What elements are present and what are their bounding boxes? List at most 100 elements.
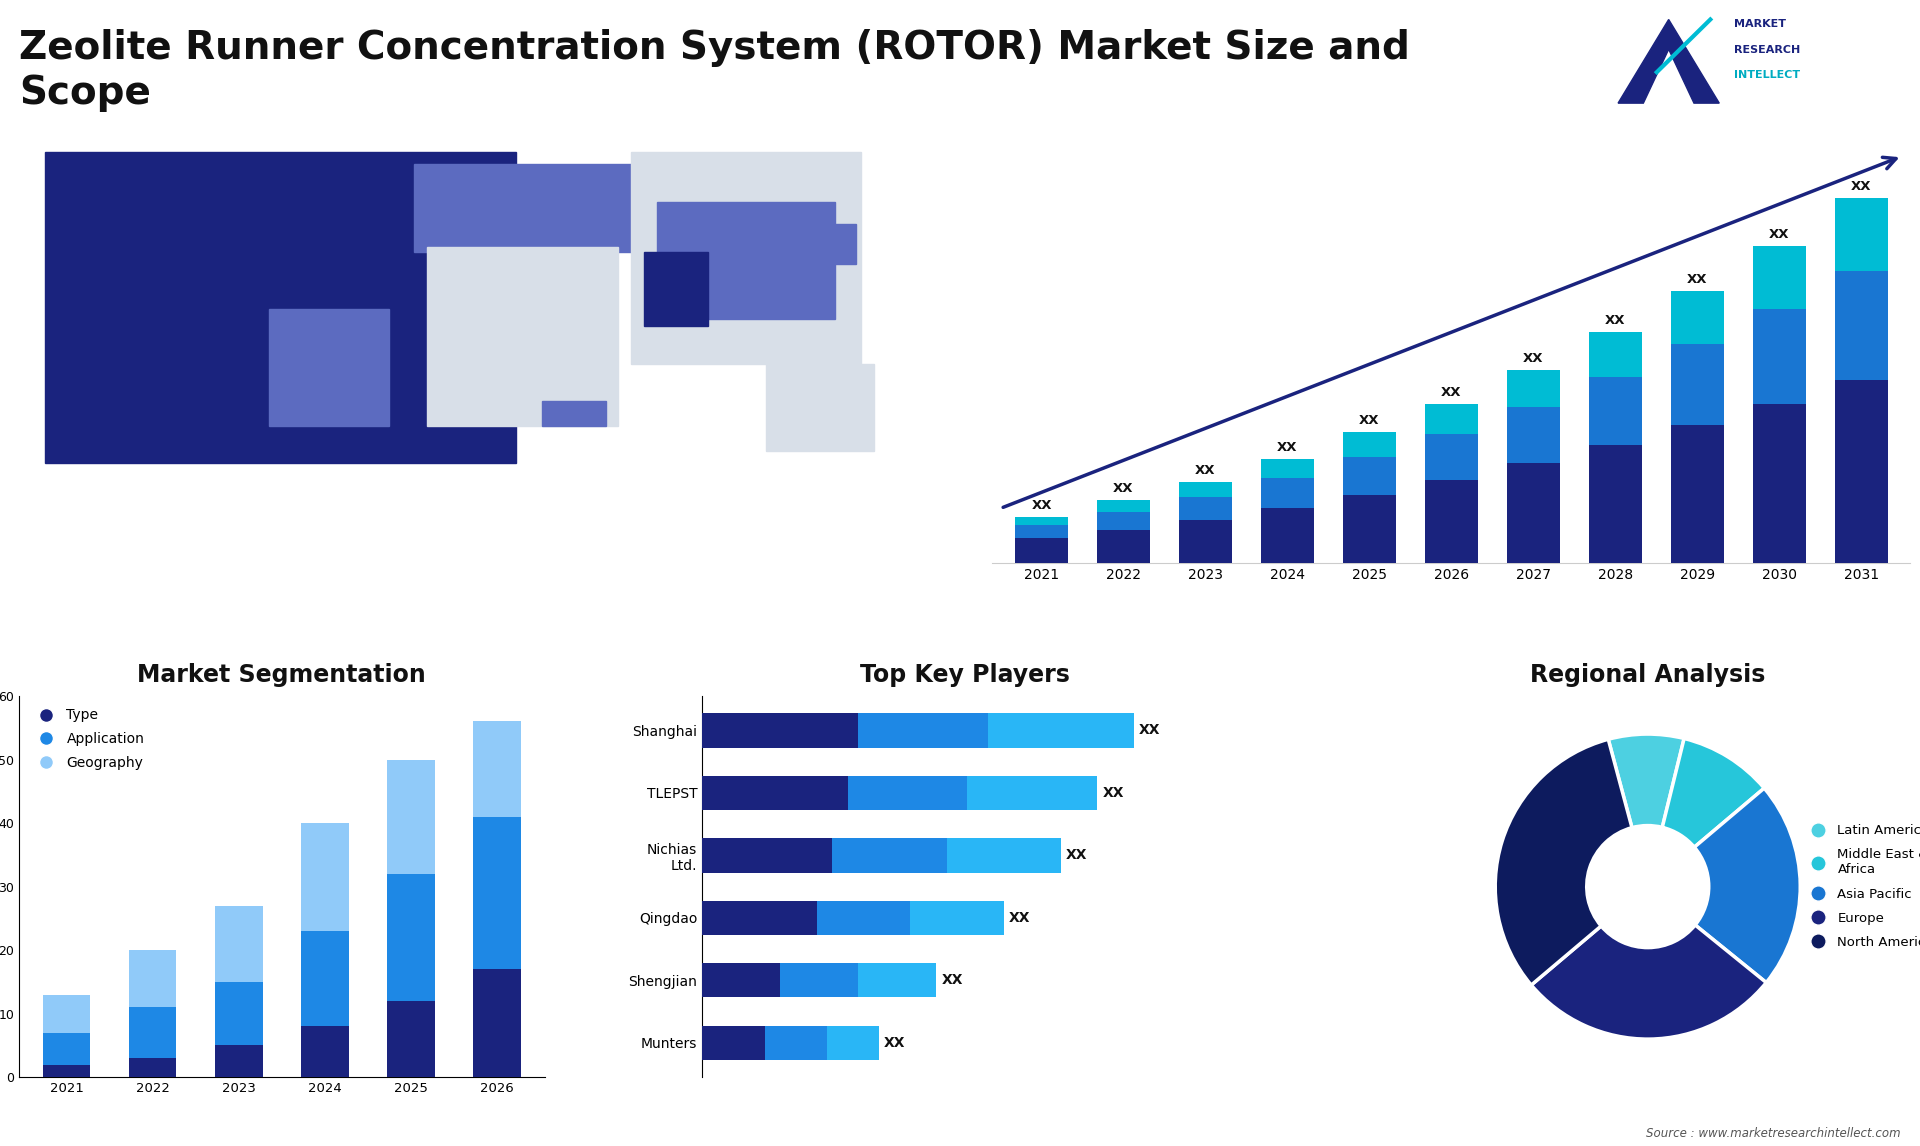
Text: XX: XX bbox=[1196, 464, 1215, 477]
Bar bbox=[1342, 432, 1396, 457]
Bar bbox=[215, 905, 263, 982]
Text: XX: XX bbox=[1277, 440, 1298, 454]
Bar bbox=[703, 776, 849, 810]
Bar bbox=[947, 838, 1062, 872]
Text: XX: XX bbox=[1139, 723, 1160, 738]
Bar bbox=[1753, 246, 1807, 309]
Bar bbox=[1507, 370, 1559, 407]
Bar bbox=[968, 776, 1098, 810]
Bar bbox=[1670, 291, 1724, 344]
Wedge shape bbox=[1693, 788, 1801, 982]
Bar bbox=[301, 931, 349, 1027]
Polygon shape bbox=[1619, 19, 1718, 103]
Bar bbox=[42, 1033, 90, 1065]
Bar bbox=[1016, 517, 1068, 525]
Legend: Type, Application, Geography: Type, Application, Geography bbox=[27, 702, 150, 776]
Bar bbox=[388, 760, 434, 874]
Bar bbox=[474, 817, 520, 970]
Bar bbox=[910, 901, 1004, 935]
Bar bbox=[428, 246, 618, 426]
Text: XX: XX bbox=[1851, 180, 1872, 193]
Bar bbox=[269, 309, 390, 426]
Wedge shape bbox=[1663, 738, 1764, 847]
Bar bbox=[42, 1065, 90, 1077]
Text: MARKET: MARKET bbox=[1734, 19, 1786, 30]
Bar bbox=[129, 1058, 177, 1077]
Text: XX: XX bbox=[885, 1036, 906, 1050]
Text: XX: XX bbox=[1688, 273, 1707, 285]
Bar bbox=[1096, 529, 1150, 563]
Bar bbox=[1342, 495, 1396, 563]
Bar bbox=[1261, 478, 1313, 509]
Text: XX: XX bbox=[1031, 499, 1052, 511]
Bar bbox=[1179, 496, 1233, 520]
Bar bbox=[474, 970, 520, 1077]
Bar bbox=[44, 152, 516, 463]
Bar bbox=[388, 874, 434, 1000]
Bar bbox=[1425, 480, 1478, 563]
Title: Top Key Players: Top Key Players bbox=[860, 664, 1069, 688]
Bar bbox=[1670, 425, 1724, 563]
Bar bbox=[541, 401, 605, 426]
Text: XX: XX bbox=[1442, 386, 1461, 399]
Text: INTELLECT: INTELLECT bbox=[1734, 70, 1801, 80]
Bar bbox=[1342, 457, 1396, 495]
Text: XX: XX bbox=[1605, 314, 1626, 328]
Text: XX: XX bbox=[941, 973, 964, 987]
Bar bbox=[858, 963, 937, 997]
Bar bbox=[989, 713, 1135, 747]
Bar bbox=[1507, 407, 1559, 463]
Title: Regional Analysis: Regional Analysis bbox=[1530, 664, 1764, 688]
Text: RESEARCH: RESEARCH bbox=[1734, 45, 1801, 55]
Bar bbox=[632, 152, 860, 363]
Bar bbox=[1836, 380, 1887, 563]
Bar bbox=[703, 963, 780, 997]
Bar bbox=[1096, 500, 1150, 511]
Bar bbox=[1588, 377, 1642, 445]
Bar bbox=[828, 1026, 879, 1060]
Bar bbox=[1588, 332, 1642, 377]
Text: XX: XX bbox=[1359, 414, 1380, 427]
Bar bbox=[388, 1000, 434, 1077]
Bar bbox=[1179, 520, 1233, 563]
Title: Market Segmentation: Market Segmentation bbox=[138, 664, 426, 688]
Bar bbox=[129, 950, 177, 1007]
Bar bbox=[703, 1026, 764, 1060]
Bar bbox=[474, 721, 520, 817]
Text: Scope: Scope bbox=[19, 74, 152, 112]
Bar bbox=[810, 225, 856, 264]
Bar bbox=[301, 823, 349, 931]
Bar bbox=[1836, 197, 1887, 270]
Text: XX: XX bbox=[1066, 848, 1089, 863]
Bar bbox=[816, 901, 910, 935]
Bar bbox=[703, 901, 816, 935]
Bar bbox=[849, 776, 968, 810]
Bar bbox=[1425, 403, 1478, 433]
Bar bbox=[301, 1027, 349, 1077]
Text: XX: XX bbox=[1768, 228, 1789, 241]
Bar bbox=[1507, 463, 1559, 563]
Bar bbox=[1096, 511, 1150, 529]
Text: XX: XX bbox=[1114, 482, 1133, 495]
Bar bbox=[1261, 458, 1313, 478]
Bar bbox=[42, 995, 90, 1033]
Wedge shape bbox=[1496, 739, 1632, 986]
Wedge shape bbox=[1532, 925, 1766, 1039]
Bar bbox=[1670, 344, 1724, 425]
Bar bbox=[215, 982, 263, 1045]
Bar bbox=[657, 202, 835, 319]
Text: Zeolite Runner Concentration System (ROTOR) Market Size and: Zeolite Runner Concentration System (ROT… bbox=[19, 29, 1409, 66]
Bar bbox=[1179, 481, 1233, 496]
Bar bbox=[1425, 433, 1478, 480]
Text: Source : www.marketresearchintellect.com: Source : www.marketresearchintellect.com bbox=[1645, 1128, 1901, 1140]
Bar bbox=[1016, 539, 1068, 563]
Bar bbox=[1836, 270, 1887, 380]
Bar bbox=[858, 713, 989, 747]
Bar bbox=[831, 838, 947, 872]
Text: XX: XX bbox=[1010, 911, 1031, 925]
Bar bbox=[703, 713, 858, 747]
Bar bbox=[215, 1045, 263, 1077]
Bar bbox=[766, 363, 874, 452]
Bar bbox=[1588, 445, 1642, 563]
Bar bbox=[129, 1007, 177, 1058]
